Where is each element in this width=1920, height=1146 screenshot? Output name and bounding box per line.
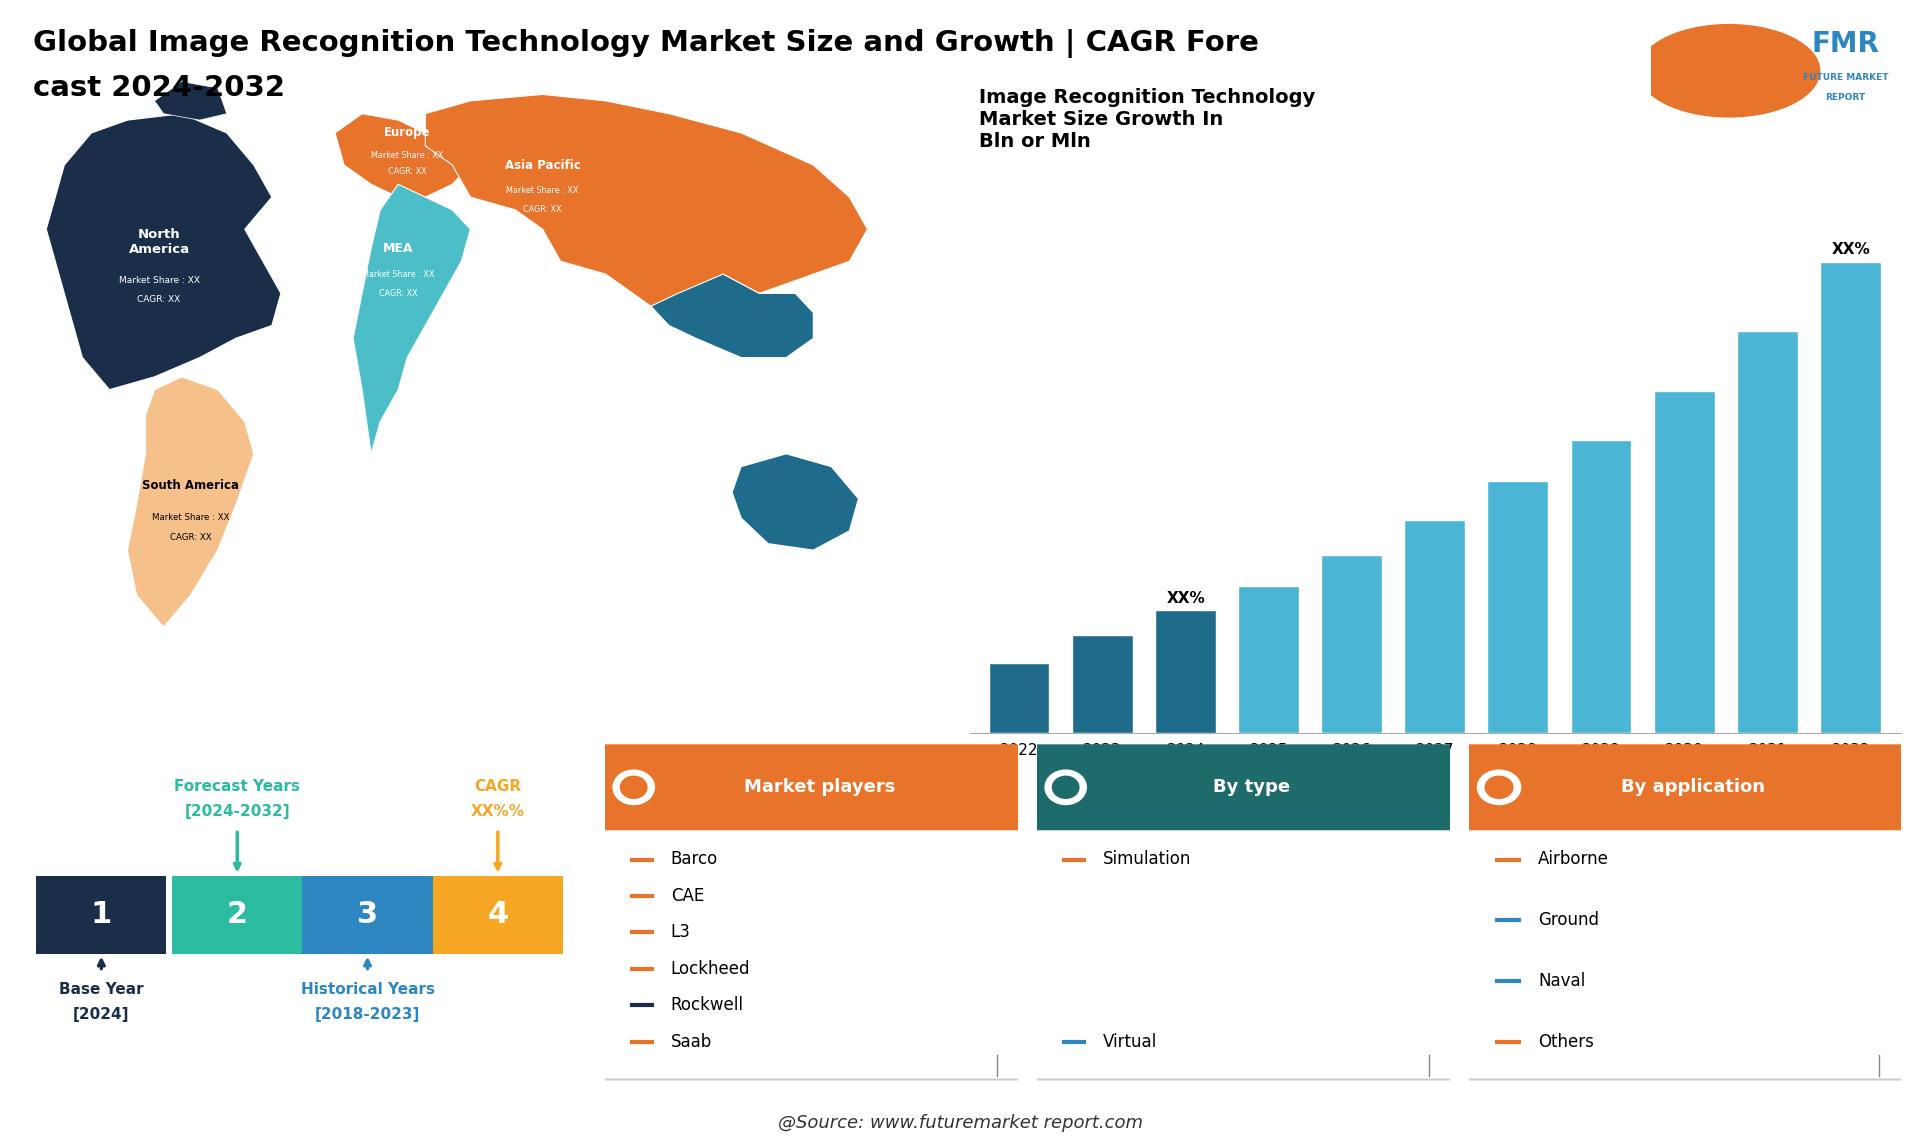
Circle shape <box>612 770 655 804</box>
Circle shape <box>1486 776 1513 799</box>
Text: Europe: Europe <box>384 126 430 140</box>
Text: CAGR: XX: CAGR: XX <box>169 533 211 542</box>
Polygon shape <box>732 454 858 550</box>
FancyBboxPatch shape <box>595 745 1027 830</box>
FancyBboxPatch shape <box>1465 825 1905 1080</box>
FancyBboxPatch shape <box>173 876 301 953</box>
FancyBboxPatch shape <box>1457 745 1912 830</box>
Text: 4: 4 <box>488 900 509 929</box>
Text: Ground: Ground <box>1538 911 1599 929</box>
Text: South America: South America <box>142 479 240 493</box>
Text: Market Share : XX: Market Share : XX <box>371 151 444 160</box>
Text: CAGR: XX: CAGR: XX <box>378 289 417 298</box>
Text: 1: 1 <box>90 900 111 929</box>
Text: FUTURE MARKET: FUTURE MARKET <box>1803 73 1889 81</box>
Text: MEA: MEA <box>382 242 413 254</box>
Text: Market Share : XX: Market Share : XX <box>152 513 228 523</box>
Text: By type: By type <box>1213 778 1290 796</box>
Polygon shape <box>424 94 868 306</box>
Circle shape <box>1044 770 1087 804</box>
Text: L3: L3 <box>670 924 691 941</box>
Text: Others: Others <box>1538 1033 1594 1051</box>
Bar <box>1405 520 1465 733</box>
Bar <box>1488 482 1548 733</box>
Bar <box>1655 392 1715 733</box>
Text: 3: 3 <box>357 900 378 929</box>
Text: cast 2024-2032: cast 2024-2032 <box>33 74 284 102</box>
Text: 2: 2 <box>227 900 248 929</box>
Bar <box>1156 612 1215 733</box>
Text: [2018-2023]: [2018-2023] <box>315 1006 420 1021</box>
Polygon shape <box>353 185 470 454</box>
Text: Market Share : XX: Market Share : XX <box>507 186 578 195</box>
Text: Virtual: Virtual <box>1102 1033 1158 1051</box>
Text: North
America: North America <box>129 228 190 256</box>
Text: XX%: XX% <box>1832 242 1870 257</box>
Text: By application: By application <box>1620 778 1766 796</box>
Text: REPORT: REPORT <box>1826 93 1866 102</box>
Text: Rockwell: Rockwell <box>670 996 743 1014</box>
FancyBboxPatch shape <box>1027 745 1459 830</box>
Bar <box>989 664 1050 733</box>
Bar <box>1738 332 1797 733</box>
Text: [2024-2032]: [2024-2032] <box>184 804 290 819</box>
Text: Market Share : XX: Market Share : XX <box>363 269 434 278</box>
Text: Global Image Recognition Technology Market Size and Growth | CAGR Fore: Global Image Recognition Technology Mark… <box>33 29 1258 57</box>
Text: CAGR: XX: CAGR: XX <box>388 167 426 176</box>
Polygon shape <box>46 113 280 390</box>
Bar <box>1820 262 1882 733</box>
Circle shape <box>620 776 647 799</box>
Text: Lockheed: Lockheed <box>670 960 751 978</box>
FancyBboxPatch shape <box>1033 825 1453 1080</box>
Polygon shape <box>154 81 227 120</box>
Text: Airborne: Airborne <box>1538 850 1609 869</box>
Bar <box>1572 440 1632 733</box>
Text: Base Year: Base Year <box>60 982 144 997</box>
Polygon shape <box>334 113 470 197</box>
Circle shape <box>1478 770 1521 804</box>
Text: @Source: www.futuremarket report.com: @Source: www.futuremarket report.com <box>778 1114 1142 1132</box>
Text: Simulation: Simulation <box>1102 850 1190 869</box>
Polygon shape <box>651 274 814 358</box>
FancyBboxPatch shape <box>36 876 167 953</box>
FancyBboxPatch shape <box>301 876 432 953</box>
Text: Market Share : XX: Market Share : XX <box>119 276 200 285</box>
FancyBboxPatch shape <box>601 825 1021 1080</box>
Text: XX%%: XX%% <box>470 804 524 819</box>
Circle shape <box>1638 24 1820 117</box>
Text: CAGR: CAGR <box>474 779 522 794</box>
Text: XX%: XX% <box>1165 590 1206 606</box>
Text: Barco: Barco <box>670 850 718 869</box>
Text: CAE: CAE <box>670 887 705 905</box>
Text: Market players: Market players <box>743 778 895 796</box>
Circle shape <box>1052 776 1079 799</box>
Text: Asia Pacific: Asia Pacific <box>505 158 580 172</box>
Text: CAGR: XX: CAGR: XX <box>138 296 180 305</box>
Text: [2024]: [2024] <box>73 1006 129 1021</box>
Bar <box>1323 556 1382 733</box>
Text: FMR: FMR <box>1812 31 1880 58</box>
Text: CAGR: XX: CAGR: XX <box>524 205 563 214</box>
Text: Forecast Years: Forecast Years <box>175 779 300 794</box>
Text: Historical Years: Historical Years <box>301 982 434 997</box>
Text: Image Recognition Technology
Market Size Growth In
Bln or Mln: Image Recognition Technology Market Size… <box>979 87 1315 150</box>
FancyBboxPatch shape <box>432 876 563 953</box>
Bar <box>1238 587 1298 733</box>
Polygon shape <box>127 377 253 627</box>
Text: Naval: Naval <box>1538 972 1586 990</box>
Text: Saab: Saab <box>670 1033 712 1051</box>
Bar <box>1073 636 1133 733</box>
